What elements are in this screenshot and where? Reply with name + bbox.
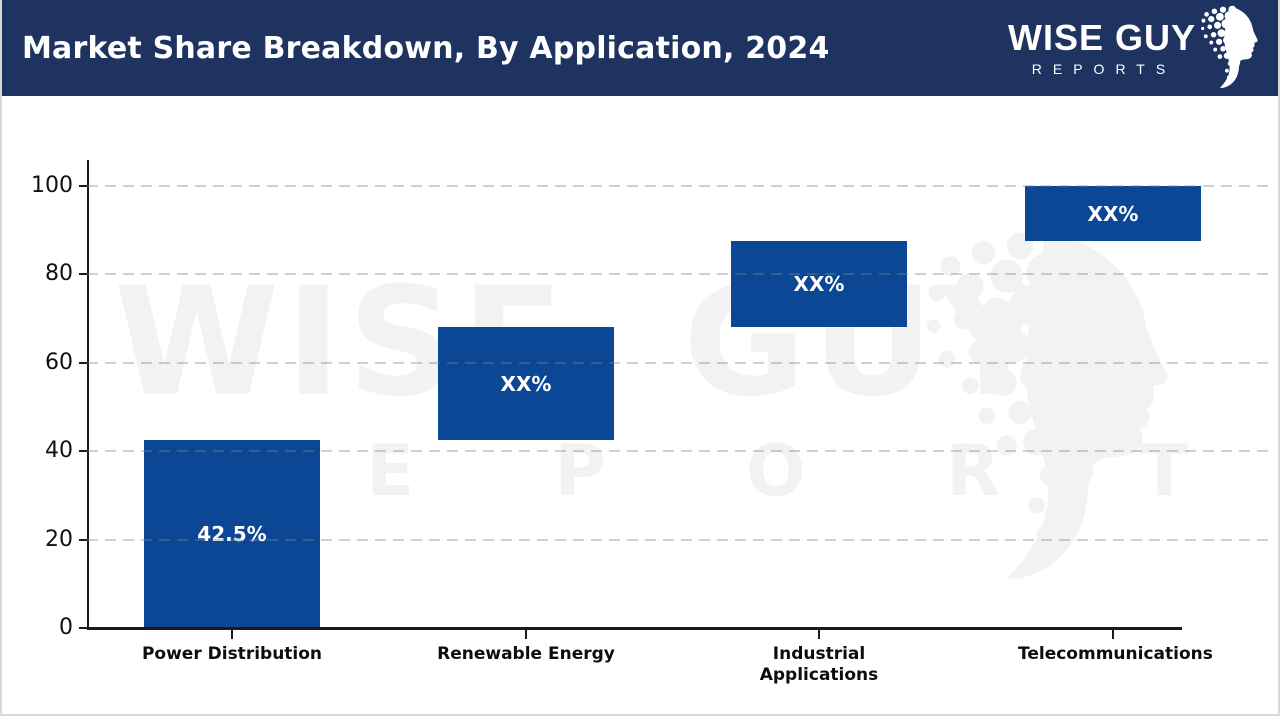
wiseguy-wordmark: WISE GUY xyxy=(1007,17,1196,58)
category-label-industrial-applications: Industrial Applications xyxy=(759,644,879,686)
y-tick-mark-20 xyxy=(79,538,87,541)
y-tick-mark-100 xyxy=(79,185,87,187)
x-axis-line xyxy=(87,627,1182,630)
category-label-renewable-energy: Renewable Energy xyxy=(437,644,615,664)
y-tick-label-60: 60 xyxy=(45,349,73,375)
category-label-telecommunications: Telecommunications xyxy=(1018,644,1213,664)
y-tick-label-0: 0 xyxy=(59,615,73,640)
bar-renewable-energy: XX% xyxy=(438,327,614,441)
bar-telecommunications: XX% xyxy=(1025,186,1201,242)
header: Market Share Breakdown, By Application, … xyxy=(2,0,1278,96)
bar-power-distribution: 42.5% xyxy=(144,440,320,628)
bar-value-label-telecommunications: XX% xyxy=(1087,201,1139,226)
gridline-20 xyxy=(87,538,1274,541)
gridline-60 xyxy=(87,361,1274,364)
plot-area: WISE GUY R E P O R T S 02040608010042.5%… xyxy=(2,96,1280,716)
gridline-100 xyxy=(87,185,1274,187)
x-tick-mark-telecommunications xyxy=(1112,630,1114,639)
x-tick-mark-industrial-applications xyxy=(818,630,820,639)
bar-industrial-applications: XX% xyxy=(731,241,907,328)
wiseguy-logo: WISE GUY REPORTS xyxy=(1008,5,1278,91)
y-axis-spine xyxy=(87,160,89,630)
x-tick-mark-renewable-energy xyxy=(525,630,527,639)
y-tick-label-100: 100 xyxy=(31,173,73,198)
y-tick-mark-40 xyxy=(79,450,87,453)
wiseguy-logo-text: WISE GUY REPORTS xyxy=(1007,17,1196,77)
bar-value-label-power-distribution: 42.5% xyxy=(197,522,267,547)
x-tick-mark-power-distribution xyxy=(231,630,233,639)
wiseguy-head-icon xyxy=(1201,5,1258,88)
page-title: Market Share Breakdown, By Application, … xyxy=(22,30,830,66)
wiseguy-reports-label: REPORTS xyxy=(1031,61,1177,77)
bar-value-label-industrial-applications: XX% xyxy=(793,272,845,297)
gridline-80 xyxy=(87,273,1274,276)
bar-value-label-renewable-energy: XX% xyxy=(500,371,552,396)
y-tick-label-40: 40 xyxy=(45,438,73,464)
category-label-power-distribution: Power Distribution xyxy=(141,644,323,664)
y-tick-mark-0 xyxy=(79,627,87,629)
y-tick-label-20: 20 xyxy=(45,526,73,552)
gridline-40 xyxy=(87,450,1274,453)
y-tick-mark-60 xyxy=(79,361,87,364)
y-tick-label-80: 80 xyxy=(45,261,73,287)
y-tick-mark-80 xyxy=(79,273,87,276)
